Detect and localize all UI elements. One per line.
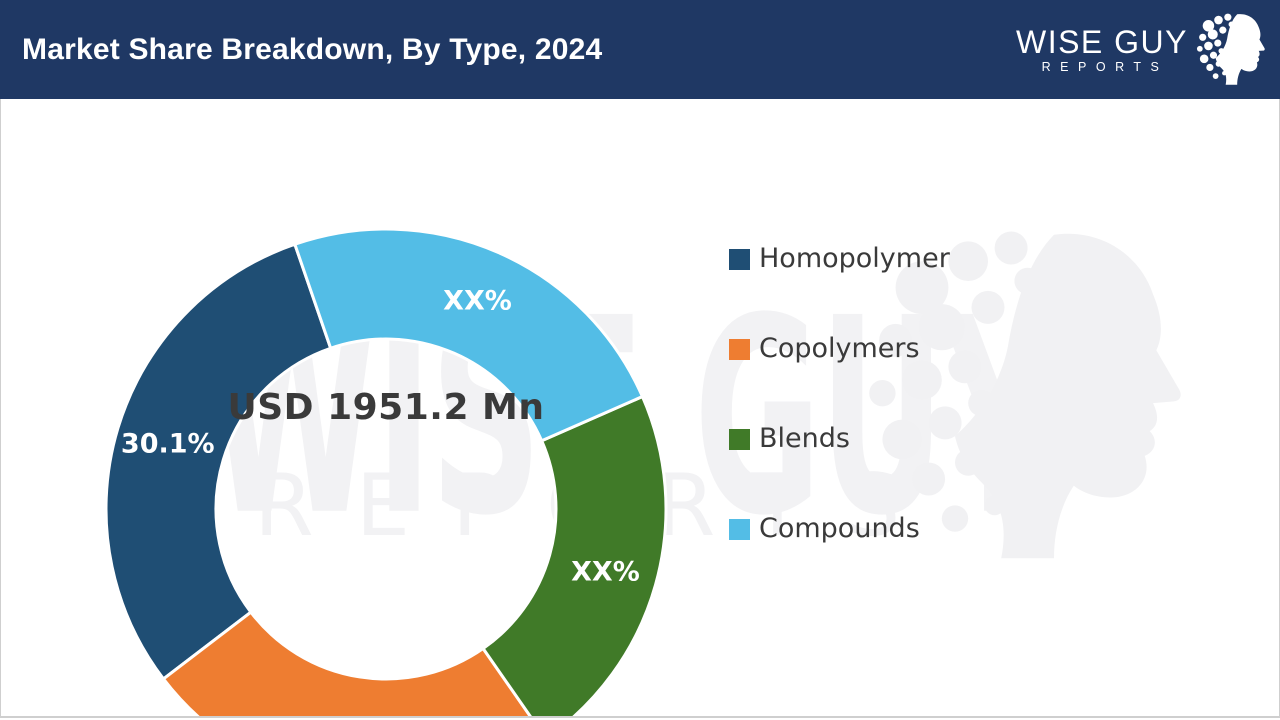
segment-copolymers[interactable] (161, 610, 546, 718)
legend-swatch (729, 248, 750, 270)
header-bar: Market Share Breakdown, By Type, 2024 WI… (0, 0, 1280, 99)
legend-item-blends[interactable]: Blends (729, 425, 950, 453)
legend-label: Copolymers (759, 333, 920, 364)
legend-label: Compounds (759, 513, 920, 544)
page-title: Market Share Breakdown, By Type, 2024 (22, 32, 603, 66)
segment-label-compounds: XX% (443, 286, 512, 317)
logo-wordmark-line2: REPORTS (1041, 60, 1169, 74)
segment-label-blends: XX% (571, 556, 640, 587)
chart-center-value: USD 1951.2 Mn (227, 387, 545, 428)
logo-wordmark: WISE GUY REPORTS (1016, 25, 1188, 74)
donut-chart: 30.1%XX%XX%XX% (104, 227, 668, 718)
legend-item-compounds[interactable]: Compounds (729, 515, 950, 543)
logo-head-icon (1194, 10, 1266, 89)
legend-label: Homopolymer (759, 243, 950, 274)
segment-compounds[interactable] (292, 227, 645, 443)
legend-item-homopolymer[interactable]: Homopolymer (729, 245, 950, 273)
logo-wordmark-line1: WISE GUY (1015, 24, 1188, 60)
segment-blends[interactable] (481, 394, 668, 718)
legend-swatch (729, 518, 750, 540)
segment-homopolymer[interactable] (104, 242, 333, 682)
legend-label: Blends (759, 423, 850, 454)
legend-swatch (729, 428, 750, 450)
brand-logo: WISE GUY REPORTS (1016, 10, 1266, 89)
segment-label-homopolymer: 30.1% (121, 429, 215, 460)
legend: Homopolymer Copolymers Blends Compounds (729, 245, 950, 605)
chart-area: WISE GUY REPORTS 30.1%XX%XX%XX% USD 1951… (0, 99, 1280, 718)
legend-swatch (729, 338, 750, 360)
legend-item-copolymers[interactable]: Copolymers (729, 335, 950, 363)
